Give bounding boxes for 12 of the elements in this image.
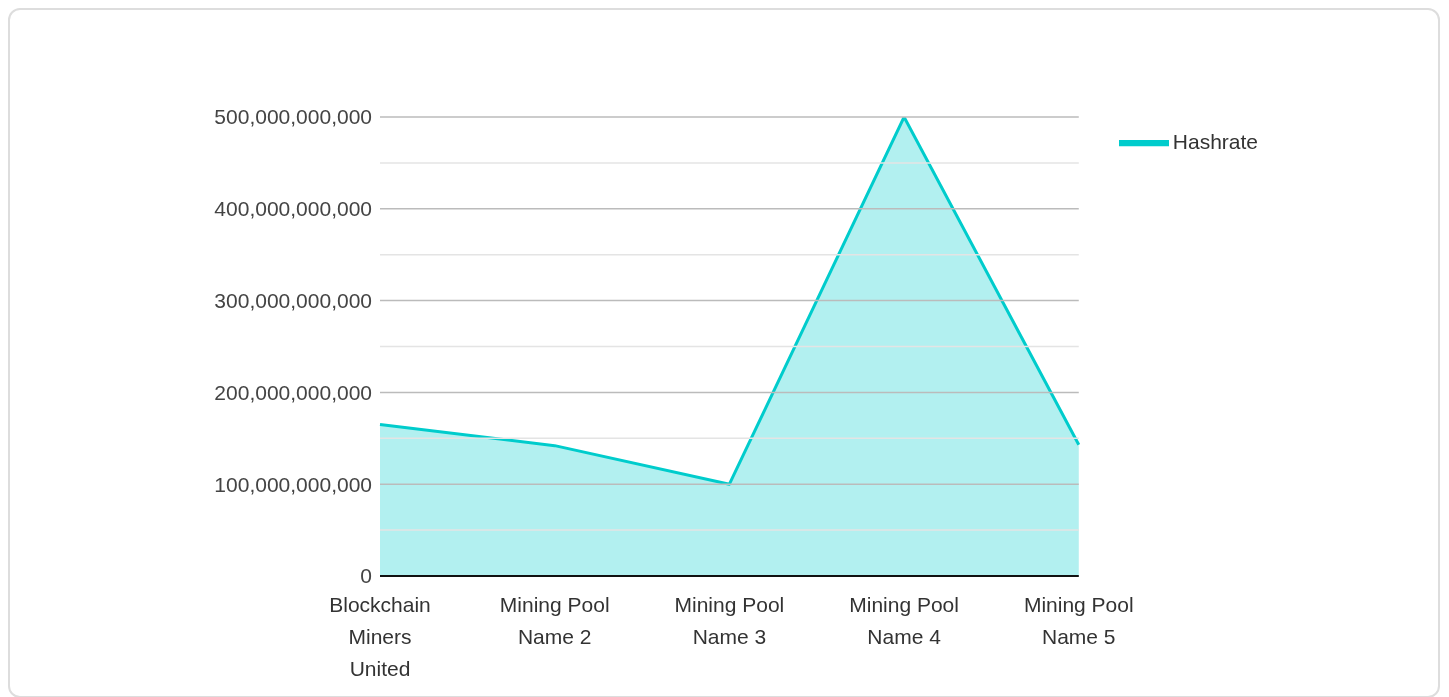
y-tick-label: 400,000,000,000 <box>214 197 372 221</box>
y-tick-label: 300,000,000,000 <box>214 289 372 313</box>
x-tick-label: Mining Pool Name 4 <box>849 593 959 648</box>
x-tick-label: Mining Pool Name 2 <box>499 593 610 648</box>
x-tick-label: Blockchain Miners United <box>329 593 431 680</box>
y-tick-label: 500,000,000,000 <box>214 105 372 129</box>
x-tick-label: Mining Pool Name 3 <box>674 593 785 648</box>
x-tick-label: Mining Pool Name 5 <box>1023 593 1134 648</box>
y-tick-label: 0 <box>360 564 372 588</box>
y-tick-label: 100,000,000,000 <box>214 472 372 496</box>
legend-label: Hashrate <box>1172 129 1258 153</box>
y-tick-label: 200,000,000,000 <box>214 380 372 404</box>
